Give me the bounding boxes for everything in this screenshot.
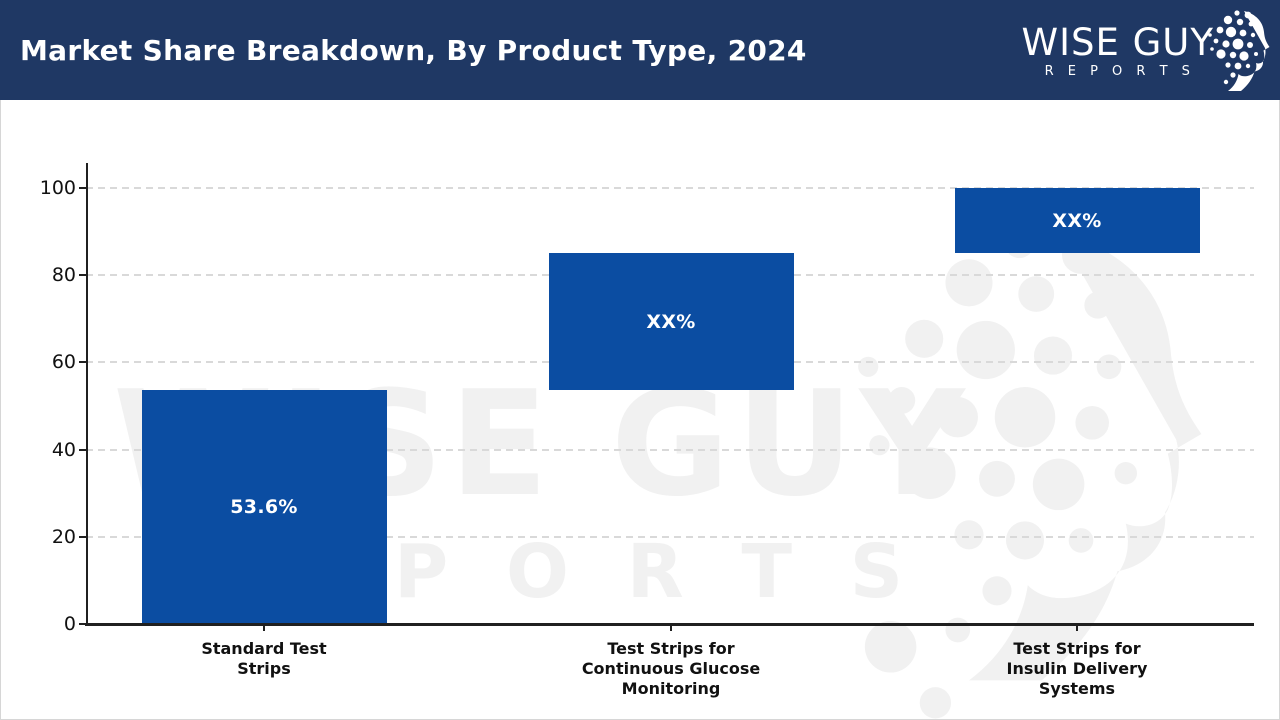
- bar-value-label-2: XX%: [646, 310, 696, 333]
- category-label-1: Standard Test Strips: [94, 639, 434, 679]
- logo-wordmark: WISE GUY R E P O R T S: [1022, 24, 1214, 79]
- category-label-3: Test Strips for Insulin Delivery Systems: [907, 639, 1247, 699]
- category-label-line: Continuous Glucose: [581, 659, 761, 678]
- y-tick-mark-40: [79, 448, 86, 451]
- y-tick-label-80: 80: [51, 264, 76, 287]
- category-label-2: Test Strips for Continuous Glucose Monitor…: [501, 639, 841, 699]
- y-tick-label-0: 0: [63, 613, 76, 635]
- category-label-line: Insulin Delivery: [1006, 659, 1148, 678]
- y-tick-mark-0: [79, 623, 86, 625]
- y-tick-label-100: 100: [39, 177, 76, 199]
- gridline-40: [86, 448, 1254, 451]
- x-tick-mark-2: [670, 625, 672, 631]
- y-tick-mark-60: [79, 361, 86, 364]
- category-label-line: Test Strips for: [1013, 639, 1141, 658]
- gridline-20: [86, 535, 1254, 538]
- logo-head-icon: [1208, 10, 1270, 91]
- y-tick-label-60: 60: [51, 351, 76, 374]
- y-tick-label-40: 40: [51, 438, 76, 461]
- bar-3: XX%: [954, 188, 1200, 254]
- x-axis-spine: [85, 623, 1254, 626]
- header-bar: Market Share Breakdown, By Product Type,…: [0, 0, 1280, 100]
- page-title: Market Share Breakdown, By Product Type,…: [20, 33, 807, 67]
- wise-guy-logo: WISE GUY R E P O R T S: [1022, 6, 1278, 96]
- y-axis-spine: [86, 163, 88, 626]
- y-tick-mark-20: [79, 535, 86, 538]
- y-tick-mark-100: [79, 187, 86, 189]
- category-label-line: Systems: [1038, 679, 1116, 698]
- bar-value-label-1: 53.6%: [230, 496, 298, 519]
- gridline-100: [86, 187, 1254, 189]
- category-label-line: Monitoring: [621, 679, 721, 698]
- x-tick-mark-1: [263, 625, 265, 631]
- category-label-line: Standard Test: [201, 639, 327, 658]
- bar-value-label-3: XX%: [1052, 209, 1102, 232]
- bar-2: XX%: [548, 253, 794, 391]
- category-label-line: Test Strips for: [607, 639, 735, 658]
- logo-subtitle: R E P O R T S: [1044, 63, 1195, 79]
- category-label-line: Strips: [237, 659, 291, 678]
- bar-1: 53.6%: [141, 390, 387, 624]
- y-tick-mark-80: [79, 274, 86, 277]
- y-tick-label-20: 20: [51, 525, 76, 548]
- logo-title: WISE GUY: [1021, 20, 1214, 64]
